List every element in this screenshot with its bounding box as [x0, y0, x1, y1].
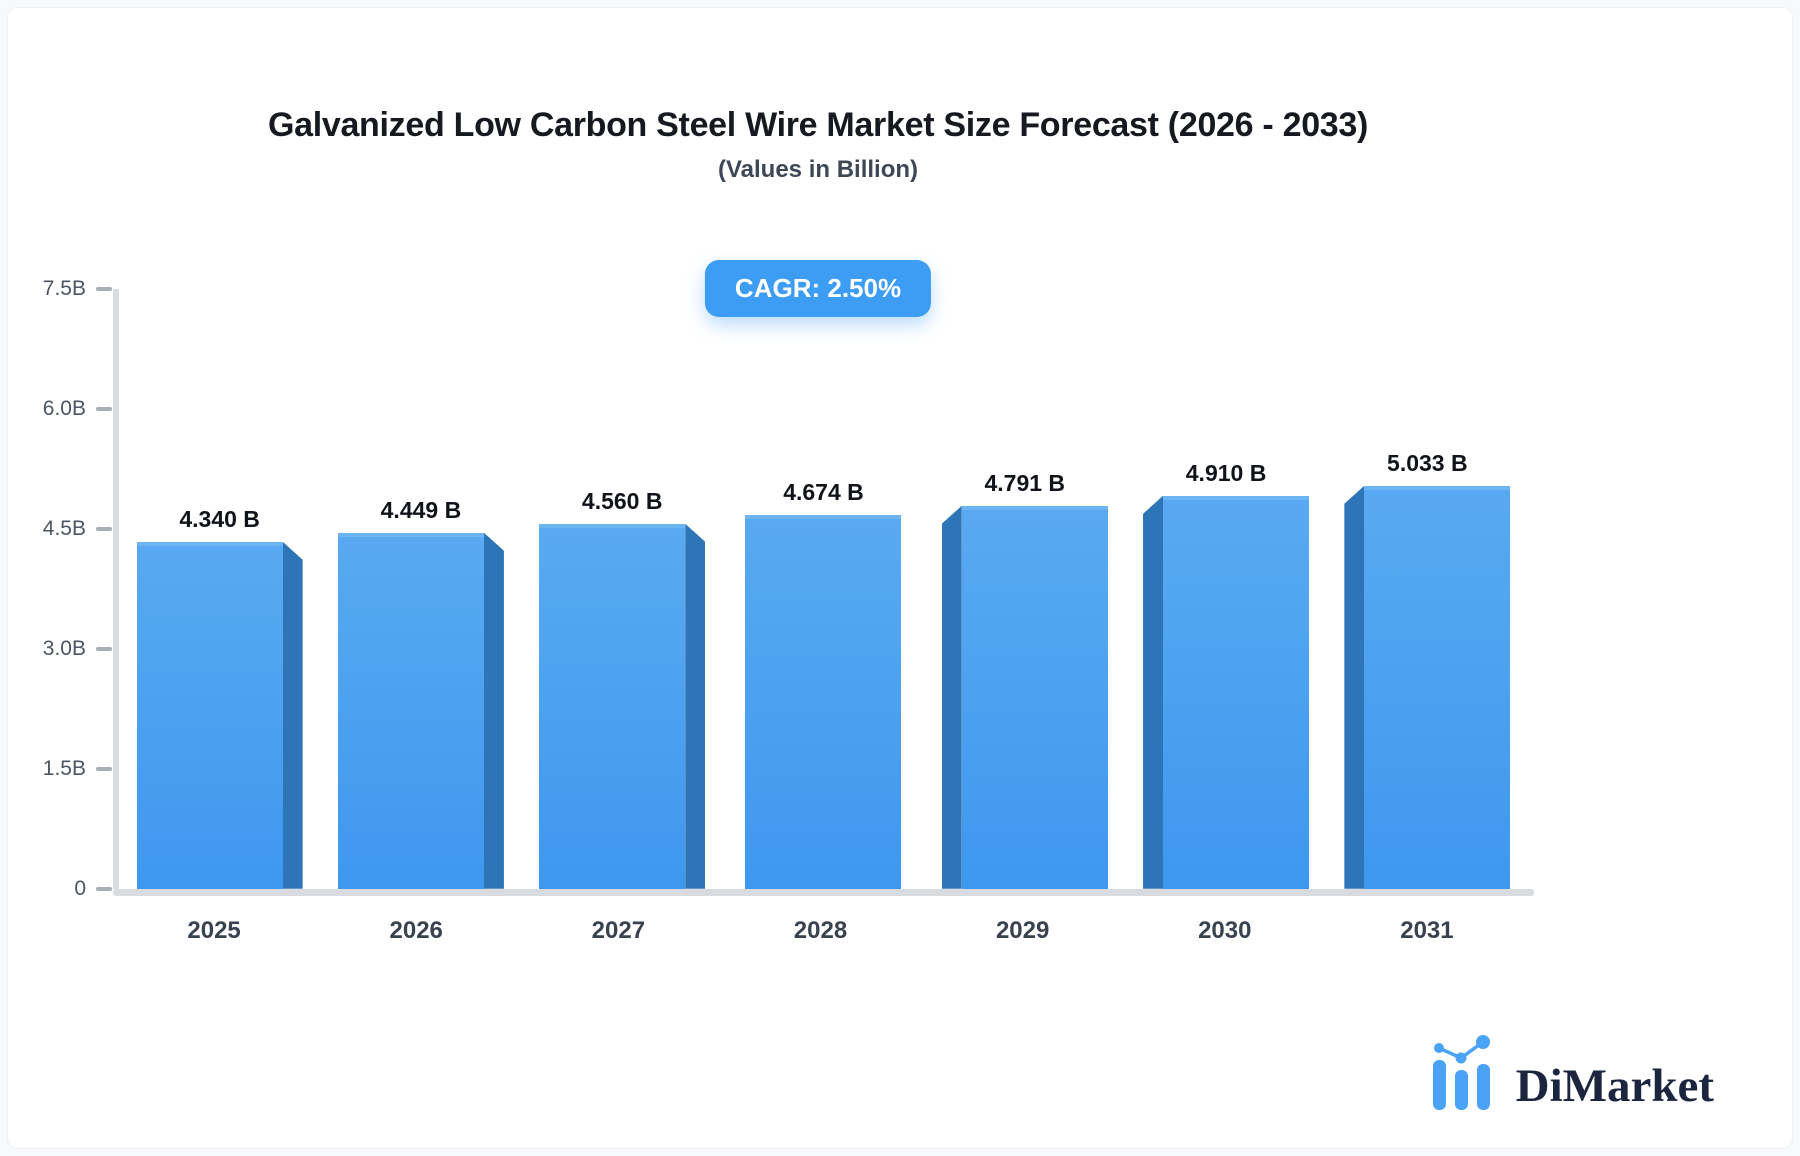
y-axis-tick — [96, 766, 112, 771]
bar-chart-line-icon — [1432, 1035, 1490, 1110]
bar-value-label: 4.449 B — [380, 496, 462, 523]
x-axis-label: 2028 — [793, 916, 848, 944]
y-axis-label: 4.5B — [42, 516, 86, 540]
chart-region: CAGR: 2.50% 7.5B 6.0B 4.5B 3.0B 1.5B 0 4.340 … — [38, 212, 1598, 972]
chart-card: Galvanized Low Carbon Steel Wire Market … — [7, 7, 1793, 1149]
bar-face — [539, 523, 686, 889]
chart-subtitle: (Values in Billion) — [717, 155, 919, 183]
bar-value-label: 5.033 B — [1387, 449, 1468, 476]
logo-text: DiMarket — [1515, 1060, 1714, 1112]
bar-face — [1163, 495, 1310, 889]
bar-3d-side — [1344, 485, 1365, 889]
bar-2030[interactable] — [1143, 495, 1310, 889]
plot-area: 4.340 B 4.449 B 4.560 B 4.674 B 4.791 B 4.910… — [113, 288, 1534, 896]
bar-value-label: 4.674 B — [783, 478, 864, 505]
bar-3d-side — [483, 532, 504, 889]
bar-slot: 4.674 B — [723, 289, 924, 889]
bar-slot: 4.910 B — [1125, 289, 1326, 889]
bar-slot: 4.449 B — [320, 289, 521, 889]
y-axis-label: 6.0B — [42, 396, 86, 420]
bar-2031[interactable] — [1344, 485, 1511, 889]
bar-face — [961, 505, 1108, 889]
bar-3d-side — [282, 541, 303, 889]
x-axis-labels: 2025 2026 2027 2028 2029 2030 2031 — [113, 917, 1528, 945]
bar-value-label: 4.340 B — [179, 505, 260, 532]
bars-row: 4.340 B 4.449 B 4.560 B 4.674 B 4.791 B 4.910… — [119, 289, 1528, 889]
chart-title: Galvanized Low Carbon Steel Wire Market … — [267, 106, 1369, 144]
bar-face — [337, 532, 484, 889]
bar-3d-side — [941, 505, 962, 889]
bar-value-label: 4.560 B — [581, 487, 663, 514]
y-axis-tick — [96, 526, 112, 531]
y-axis-tick — [96, 886, 112, 891]
bar-value-label: 4.791 B — [984, 469, 1066, 496]
chart-content: Galvanized Low Carbon Steel Wire Market … — [38, 8, 1598, 972]
bar-face — [745, 514, 902, 889]
x-axis-label: 2030 — [1198, 916, 1252, 944]
x-axis-label: 2025 — [187, 916, 241, 944]
bar-2029[interactable] — [941, 505, 1108, 889]
y-axis-label: 1.5B — [42, 756, 86, 780]
x-axis-label: 2027 — [591, 916, 646, 944]
bar-2025[interactable] — [136, 541, 303, 889]
bar-face — [1364, 485, 1511, 889]
bar-2026[interactable] — [337, 532, 504, 889]
y-axis-label: 3.0B — [42, 636, 86, 660]
bar-slot: 4.340 B — [119, 289, 320, 889]
y-axis-tick — [96, 646, 112, 651]
y-axis-tick — [96, 286, 112, 291]
bar-2028[interactable] — [740, 514, 906, 889]
bar-2027[interactable] — [539, 523, 706, 889]
bar-3d-side — [685, 523, 706, 889]
y-axis-label: 7.5B — [42, 276, 86, 300]
x-axis-label: 2031 — [1400, 916, 1454, 944]
bar-3d-side — [1143, 495, 1164, 889]
dimarket-logo: DiMarket — [1431, 1034, 1714, 1110]
x-axis-label: 2029 — [995, 916, 1050, 944]
x-axis-line — [113, 888, 1534, 896]
bar-value-label: 4.910 B — [1185, 459, 1267, 486]
bar-face — [136, 541, 283, 889]
x-axis-label: 2026 — [389, 916, 443, 944]
y-axis-tick — [96, 406, 112, 411]
bar-slot: 4.791 B — [924, 289, 1125, 889]
bar-slot: 5.033 B — [1327, 289, 1528, 889]
y-axis-label: 0 — [74, 876, 86, 900]
cagr-badge: CAGR: 2.50% — [704, 259, 932, 317]
bar-slot: 4.560 B — [522, 289, 723, 889]
